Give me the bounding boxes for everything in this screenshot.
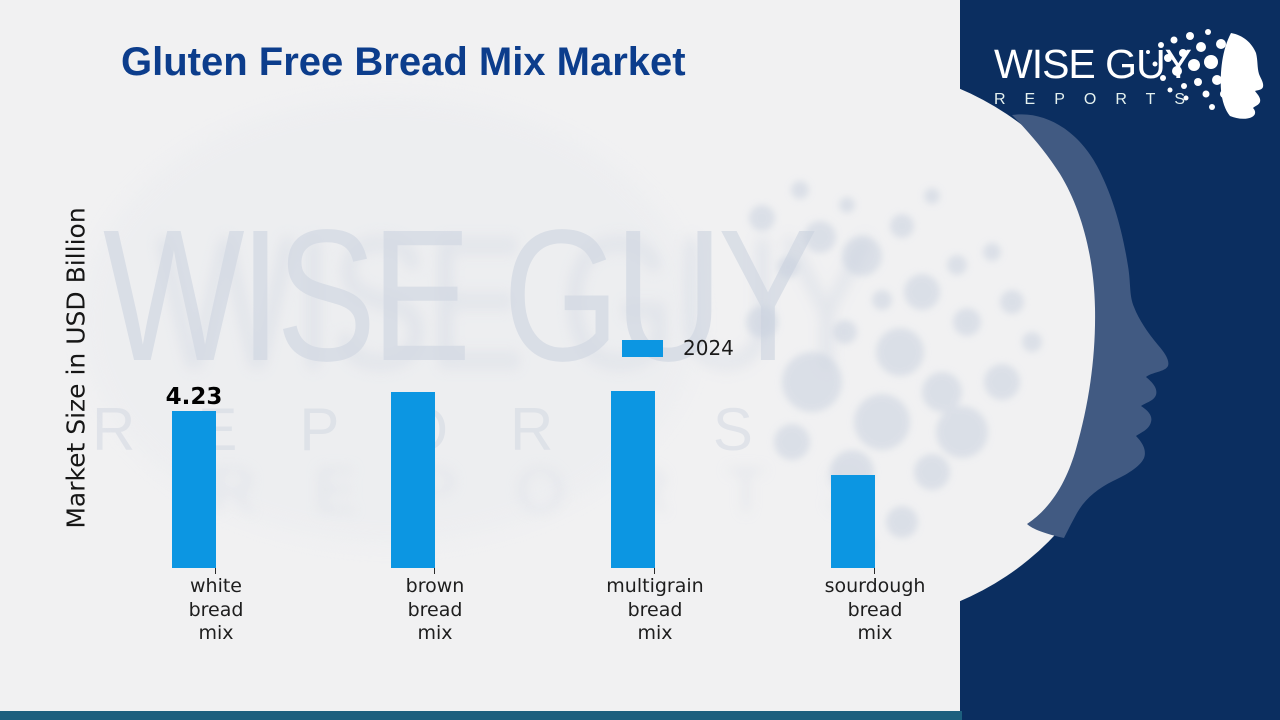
brand-name: WISE GUY bbox=[994, 41, 1192, 87]
watermark-subtext-blur: REPORTS bbox=[210, 454, 924, 526]
category-label-brown-bread-mix: brown bread mix bbox=[405, 575, 465, 644]
watermark-text-blur: WISE GUY bbox=[155, 197, 874, 407]
brand-logo: WISE GUY REPORTS bbox=[994, 44, 1194, 109]
category-label-multigrain-bread-mix: multigrain bread mix bbox=[606, 575, 704, 644]
legend: 2024 bbox=[622, 338, 734, 358]
bar-multigrain-bread-mix bbox=[611, 391, 655, 568]
watermark-text: WISE GUY bbox=[103, 190, 815, 400]
category-label-sourdough-bread-mix: sourdough bread mix bbox=[824, 575, 926, 644]
page-title: Gluten Free Bread Mix Market bbox=[121, 40, 686, 84]
x-axis-tick bbox=[434, 568, 435, 574]
category-label-white-bread-mix: white bread mix bbox=[188, 575, 244, 644]
legend-label: 2024 bbox=[683, 336, 734, 360]
bar-brown-bread-mix bbox=[391, 392, 435, 568]
bar-white-bread-mix bbox=[172, 411, 216, 568]
watermark-dots bbox=[746, 181, 1042, 557]
bar-sourdough-bread-mix bbox=[831, 475, 875, 568]
legend-swatch bbox=[622, 339, 663, 357]
brand-subtext: REPORTS bbox=[994, 91, 1205, 108]
brand-face-icon bbox=[1146, 29, 1264, 119]
x-axis-tick bbox=[874, 568, 875, 574]
bottom-accent-bar bbox=[0, 711, 962, 720]
value-label-white-bread-mix: 4.23 bbox=[165, 384, 223, 410]
x-axis-tick bbox=[654, 568, 655, 574]
background-circle bbox=[574, 67, 1130, 623]
head-silhouette-icon bbox=[1012, 114, 1169, 538]
x-axis-tick bbox=[215, 568, 216, 574]
watermark-halo bbox=[80, 95, 700, 545]
